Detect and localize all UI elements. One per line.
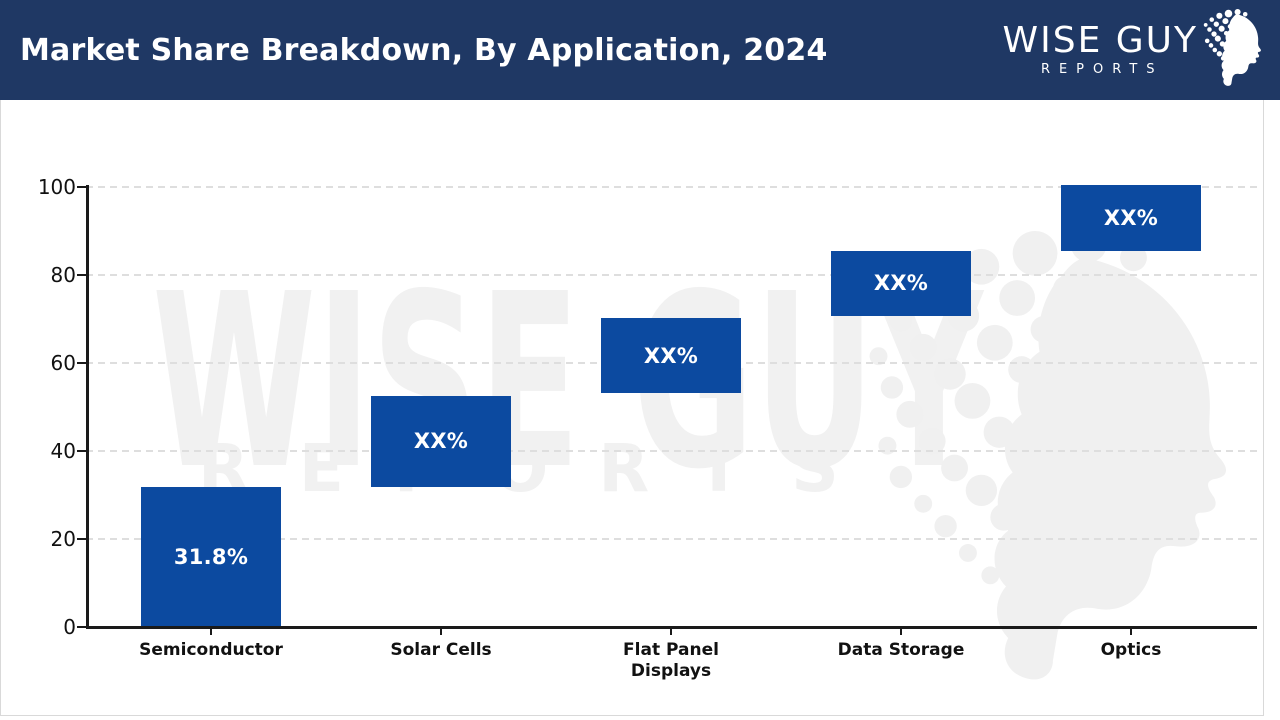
- y-tick-0: [77, 626, 86, 628]
- chart-title: Market Share Breakdown, By Application, …: [20, 32, 828, 68]
- bar-value-label-semiconductor: 31.8%: [173, 545, 249, 570]
- y-tick-40: [77, 450, 86, 452]
- bar-flat-panel-displays: XX%: [601, 318, 741, 393]
- category-label-flat-panel-displays: Flat Panel Displays: [623, 640, 719, 682]
- bar-value-label-solar-cells: XX%: [413, 429, 469, 454]
- y-tick-label-20: 20: [50, 527, 76, 551]
- bar-solar-cells: XX%: [371, 395, 511, 488]
- bar-semiconductor: 31.8%: [141, 487, 281, 627]
- y-tick-100: [77, 186, 86, 188]
- y-tick-label-80: 80: [50, 263, 76, 287]
- x-tick-flat-panel-displays: [670, 627, 672, 635]
- logo-subtext: REPORTS: [1040, 62, 1164, 77]
- x-tick-solar-cells: [440, 627, 442, 635]
- y-tick-label-40: 40: [50, 439, 76, 463]
- y-axis-line: [86, 185, 89, 629]
- category-label-data-storage: Data Storage: [837, 640, 965, 660]
- category-label-semiconductor: Semiconductor: [139, 640, 283, 660]
- bar-value-label-optics: XX%: [1103, 206, 1159, 230]
- header: Market Share Breakdown, By Application, …: [0, 0, 1280, 100]
- y-tick-label-100: 100: [37, 175, 76, 199]
- y-tick-label-60: 60: [50, 351, 76, 375]
- y-tick-60: [77, 362, 86, 364]
- category-label-solar-cells: Solar Cells: [390, 640, 492, 660]
- y-tick-80: [77, 274, 86, 276]
- wiseguy-logo: WISE GUY REPORTS: [1003, 6, 1269, 94]
- x-tick-optics: [1130, 627, 1132, 635]
- x-tick-data-storage: [900, 627, 902, 635]
- logo-text: WISE GUY REPORTS: [1002, 20, 1199, 78]
- logo-wordmark: WISE GUY: [1002, 20, 1198, 61]
- gridline-40: [86, 450, 1257, 452]
- bar-data-storage: XX%: [831, 250, 971, 316]
- bar-value-label-flat-panel-displays: XX%: [643, 343, 699, 368]
- category-label-optics: Optics: [1100, 640, 1162, 660]
- gridline-20: [86, 538, 1257, 540]
- y-tick-label-0: 0: [63, 615, 76, 639]
- gridline-100: [86, 186, 1257, 188]
- gridline-80: [86, 274, 1257, 276]
- bar-value-label-data-storage: XX%: [873, 271, 929, 296]
- x-tick-semiconductor: [210, 627, 212, 635]
- wiseguy-face-icon: [1203, 8, 1261, 86]
- y-tick-20: [77, 538, 86, 540]
